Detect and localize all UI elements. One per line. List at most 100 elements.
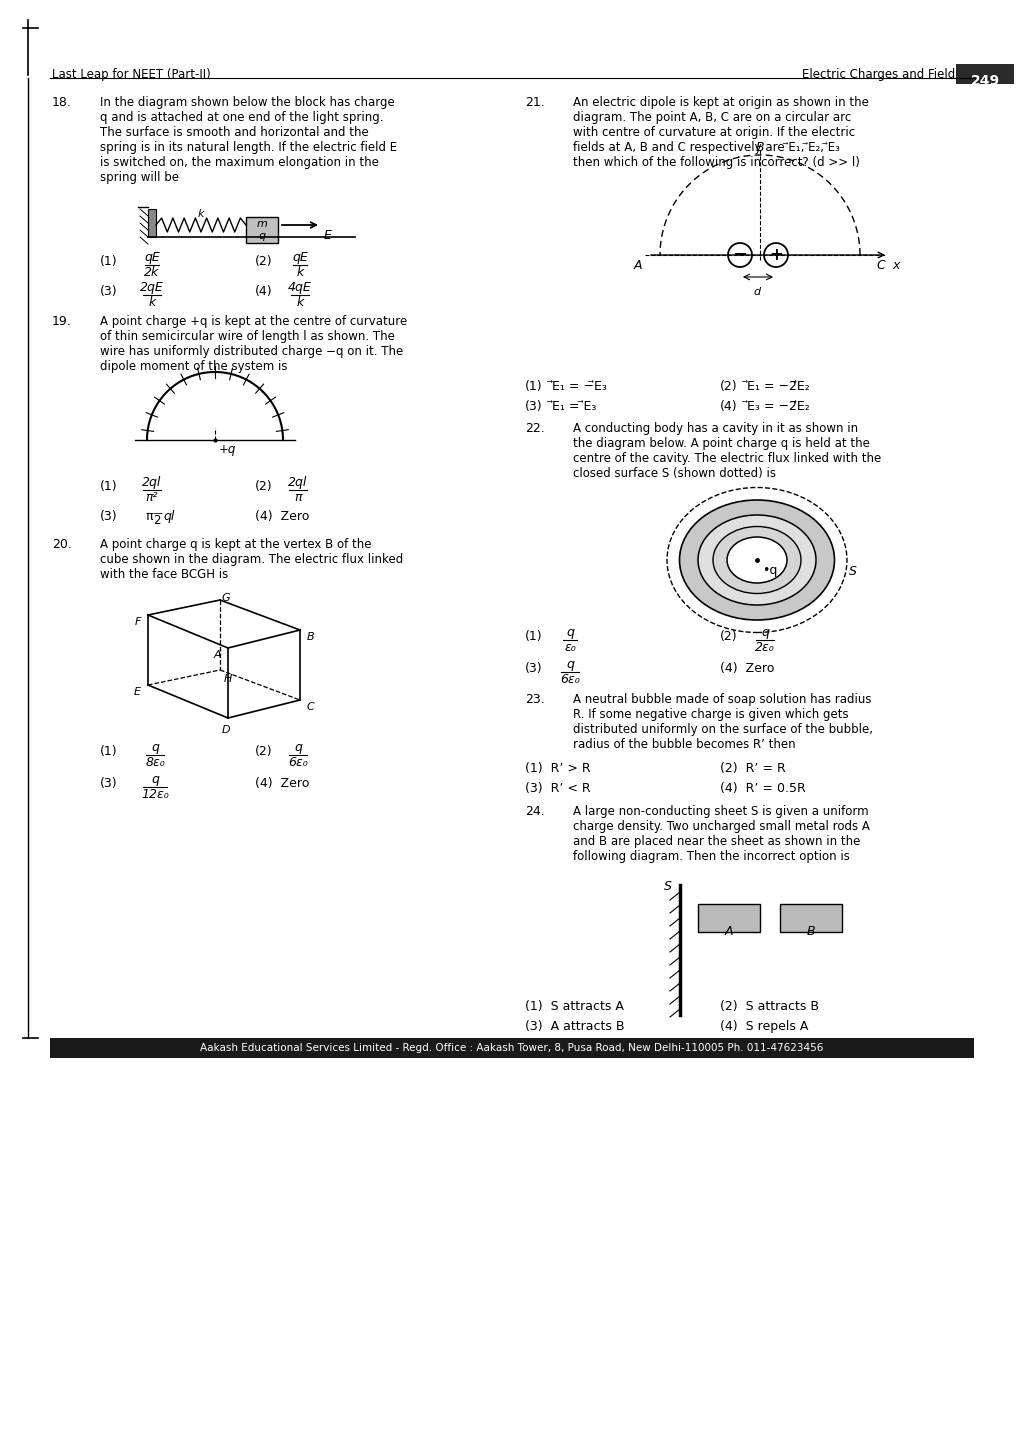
Text: An electric dipole is kept at origin as shown in the
diagram. The point A, B, C : An electric dipole is kept at origin as …: [573, 95, 869, 169]
Text: k: k: [296, 296, 304, 309]
Text: A: A: [213, 651, 221, 659]
Text: k: k: [198, 210, 204, 218]
Bar: [148, 210, 156, 237]
Text: q: q: [152, 774, 159, 787]
Text: 19.: 19.: [52, 315, 72, 328]
Text: π: π: [145, 510, 153, 523]
Text: 2ql: 2ql: [289, 476, 307, 489]
Text: (4)  Zero: (4) Zero: [720, 662, 774, 675]
Text: (4)  R’ = 0.5R: (4) R’ = 0.5R: [720, 782, 806, 795]
Ellipse shape: [713, 526, 801, 593]
Text: C: C: [307, 701, 314, 711]
Text: Electric Charges and Field: Electric Charges and Field: [802, 68, 955, 81]
Text: q: q: [152, 740, 159, 753]
Text: 8ε₀: 8ε₀: [145, 756, 165, 769]
Text: ε₀: ε₀: [564, 641, 575, 654]
Text: ⃗E₁ = −2⃗E₂: ⃗E₁ = −2⃗E₂: [748, 380, 811, 393]
Text: F: F: [134, 617, 141, 628]
Text: (3): (3): [100, 777, 118, 790]
Text: 23.: 23.: [525, 693, 545, 706]
Text: B: B: [756, 142, 764, 155]
Text: q: q: [294, 740, 302, 753]
Text: 2: 2: [153, 513, 161, 526]
Text: 4qE: 4qE: [288, 281, 312, 294]
Text: 2ql: 2ql: [142, 476, 162, 489]
Text: ⃗E₁ = −⃗E₃: ⃗E₁ = −⃗E₃: [553, 380, 608, 393]
Text: (1): (1): [100, 480, 118, 493]
Text: S: S: [849, 565, 857, 578]
Text: D: D: [221, 724, 230, 735]
Text: ⃗E₁ = ⃗E₃: ⃗E₁ = ⃗E₃: [553, 401, 597, 414]
Text: 6ε₀: 6ε₀: [560, 672, 580, 685]
Text: (3)  A attracts B: (3) A attracts B: [525, 1019, 625, 1032]
Text: d: d: [754, 286, 761, 296]
Text: B: B: [307, 632, 314, 642]
Text: C: C: [876, 259, 885, 272]
Text: ql: ql: [163, 510, 174, 523]
Text: (3)  R’ < R: (3) R’ < R: [525, 782, 591, 795]
Text: 18.: 18.: [52, 95, 72, 108]
Text: 249: 249: [971, 74, 999, 88]
Text: +: +: [769, 246, 783, 265]
Text: (1): (1): [100, 254, 118, 268]
Text: ⃗E₃ = −2⃗E₂: ⃗E₃ = −2⃗E₂: [748, 401, 811, 414]
Text: 6ε₀: 6ε₀: [288, 756, 308, 769]
Text: (2): (2): [720, 380, 737, 393]
Text: 2ε₀: 2ε₀: [755, 641, 775, 654]
Text: q: q: [566, 658, 573, 671]
Text: 12ε₀: 12ε₀: [141, 788, 169, 801]
Text: (4): (4): [720, 401, 737, 414]
Text: 21.: 21.: [525, 95, 545, 108]
Text: (4)  Zero: (4) Zero: [255, 777, 309, 790]
Text: (1)  S attracts A: (1) S attracts A: [525, 1001, 624, 1014]
Text: qE: qE: [292, 252, 308, 265]
Text: (3): (3): [525, 662, 543, 675]
Text: qE: qE: [144, 252, 160, 265]
Bar: [956, 64, 1014, 84]
Text: 22.: 22.: [525, 422, 545, 435]
Text: −: −: [732, 246, 748, 265]
Text: E: E: [324, 228, 332, 241]
Text: G: G: [221, 593, 229, 603]
Text: A large non-conducting sheet S is given a uniform
charge density. Two uncharged : A large non-conducting sheet S is given …: [573, 805, 869, 863]
Text: E: E: [134, 687, 141, 697]
Text: (1): (1): [100, 745, 118, 758]
Text: 2qE: 2qE: [140, 281, 164, 294]
Text: k: k: [296, 266, 304, 279]
Circle shape: [728, 243, 752, 268]
Text: (2): (2): [255, 745, 272, 758]
Text: +q: +q: [219, 442, 237, 455]
Text: (1)  R’ > R: (1) R’ > R: [525, 762, 591, 775]
Text: (2): (2): [720, 630, 737, 643]
Bar: [50, 1038, 974, 1058]
Text: A point charge q is kept at the vertex B of the
cube shown in the diagram. The e: A point charge q is kept at the vertex B…: [100, 538, 403, 581]
Text: A: A: [634, 259, 642, 272]
Text: A point charge +q is kept at the centre of curvature
of thin semicircular wire o: A point charge +q is kept at the centre …: [100, 315, 408, 373]
Text: (4)  Zero: (4) Zero: [255, 510, 309, 523]
Text: 24.: 24.: [525, 805, 545, 818]
Bar: [698, 904, 760, 933]
Text: q: q: [761, 626, 769, 639]
Text: 20.: 20.: [52, 538, 72, 551]
Text: (3): (3): [100, 285, 118, 298]
Text: A: A: [725, 925, 733, 938]
Text: k: k: [148, 296, 156, 309]
Text: (2): (2): [255, 254, 272, 268]
Text: q: q: [566, 626, 573, 639]
Text: S: S: [665, 881, 672, 894]
Text: (3): (3): [525, 401, 543, 414]
Text: q: q: [258, 231, 265, 241]
Text: —: —: [153, 508, 163, 518]
Text: Aakash Educational Services Limited - Regd. Office : Aakash Tower, 8, Pusa Road,: Aakash Educational Services Limited - Re…: [201, 1043, 823, 1053]
Text: (1): (1): [525, 380, 543, 393]
Circle shape: [764, 243, 788, 268]
Text: m: m: [257, 218, 267, 228]
Text: •q: •q: [762, 564, 777, 577]
Bar: [246, 217, 278, 243]
Text: 2k: 2k: [144, 266, 160, 279]
Text: (2)  R’ = R: (2) R’ = R: [720, 762, 785, 775]
Text: Last Leap for NEET (Part-II): Last Leap for NEET (Part-II): [52, 68, 211, 81]
Text: H: H: [224, 674, 232, 684]
Text: (1): (1): [525, 630, 543, 643]
Text: In the diagram shown below the block has charge
q and is attached at one end of : In the diagram shown below the block has…: [100, 95, 397, 184]
